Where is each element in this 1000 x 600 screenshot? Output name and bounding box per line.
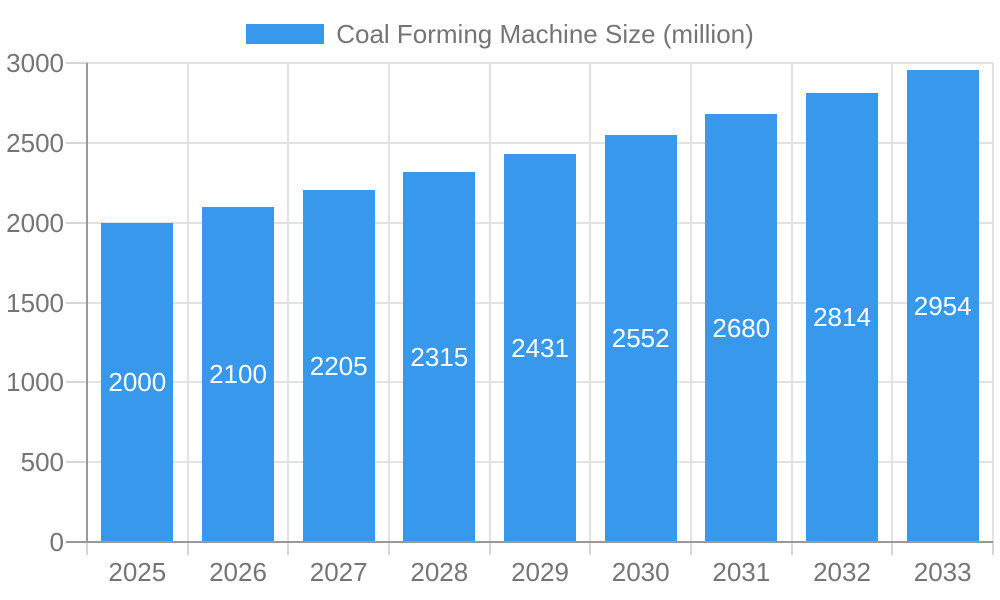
bar-value-label: 2552 <box>611 323 670 354</box>
bar-2033[interactable] <box>906 70 979 542</box>
y-axis-label: 1000 <box>6 367 64 398</box>
y-axis-label: 1500 <box>6 287 64 318</box>
x-axis-label-2029: 2029 <box>511 557 569 587</box>
y-axis-tick <box>66 62 87 64</box>
y-axis-tick <box>66 221 87 224</box>
x-axis-label-2030: 2030 <box>611 557 670 587</box>
x-gridline <box>287 63 290 542</box>
x-gridline <box>488 63 491 542</box>
chart-legend[interactable]: Coal Forming Machine Size (million) <box>0 16 1000 52</box>
x-gridline <box>891 63 894 542</box>
x-axis-tick <box>690 542 692 555</box>
legend-swatch <box>246 24 325 44</box>
bar-2026[interactable] <box>202 206 274 542</box>
bar-value-label: 2100 <box>209 359 267 390</box>
y-axis-label: 500 <box>20 447 64 478</box>
x-axis-label-2028: 2028 <box>410 557 469 587</box>
y-axis-label: 2500 <box>6 127 64 158</box>
bar-2029[interactable] <box>504 153 576 542</box>
y-axis-tick <box>66 301 87 304</box>
x-gridline <box>589 63 592 542</box>
bar-2031[interactable] <box>705 114 778 542</box>
bar-value-label: 2814 <box>813 302 871 333</box>
x-axis-tick <box>891 542 894 555</box>
y-axis-label: 0 <box>49 527 64 557</box>
x-axis-tick <box>287 542 290 555</box>
x-axis-label-2032: 2032 <box>813 557 871 587</box>
bar-value-label: 2954 <box>913 291 972 322</box>
y-gridline <box>87 141 993 144</box>
x-gridline <box>992 63 994 542</box>
x-axis-label-2025: 2025 <box>108 557 167 587</box>
x-axis-tick <box>186 542 189 555</box>
bar-value-label: 2000 <box>108 367 167 398</box>
x-gridline <box>690 63 692 542</box>
x-axis-tick <box>589 542 592 555</box>
bar-2030[interactable] <box>604 134 677 542</box>
bar-2028[interactable] <box>403 172 476 542</box>
x-gridline <box>186 63 189 542</box>
x-axis-line <box>66 541 993 543</box>
x-axis-label-2027: 2027 <box>309 557 368 587</box>
x-gridline <box>388 63 390 542</box>
x-gridline <box>790 63 793 542</box>
y-gridline <box>87 62 993 64</box>
y-axis-label: 2000 <box>6 207 64 238</box>
y-axis-tick <box>66 461 87 464</box>
x-axis-label-2026: 2026 <box>209 557 267 587</box>
bar-value-label: 2315 <box>410 342 469 373</box>
x-axis-tick <box>488 542 491 555</box>
x-axis-tick <box>388 542 390 555</box>
y-axis-line <box>86 63 88 542</box>
x-axis-tick <box>86 542 88 555</box>
legend-label: Coal Forming Machine Size (million) <box>336 18 754 49</box>
bar-value-label: 2431 <box>511 332 569 363</box>
x-axis-tick <box>992 542 994 555</box>
bar-2025[interactable] <box>101 222 174 542</box>
bar-2027[interactable] <box>302 189 375 542</box>
x-axis-tick <box>790 542 793 555</box>
y-axis-tick <box>66 141 87 144</box>
x-axis-label-2031: 2031 <box>712 557 771 587</box>
bar-value-label: 2205 <box>309 351 368 381</box>
x-axis-label-2033: 2033 <box>913 557 972 587</box>
bar-2032[interactable] <box>806 92 878 542</box>
bar-value-label: 2680 <box>712 313 771 343</box>
y-axis-tick <box>66 381 87 384</box>
y-axis-label: 3000 <box>6 48 64 78</box>
